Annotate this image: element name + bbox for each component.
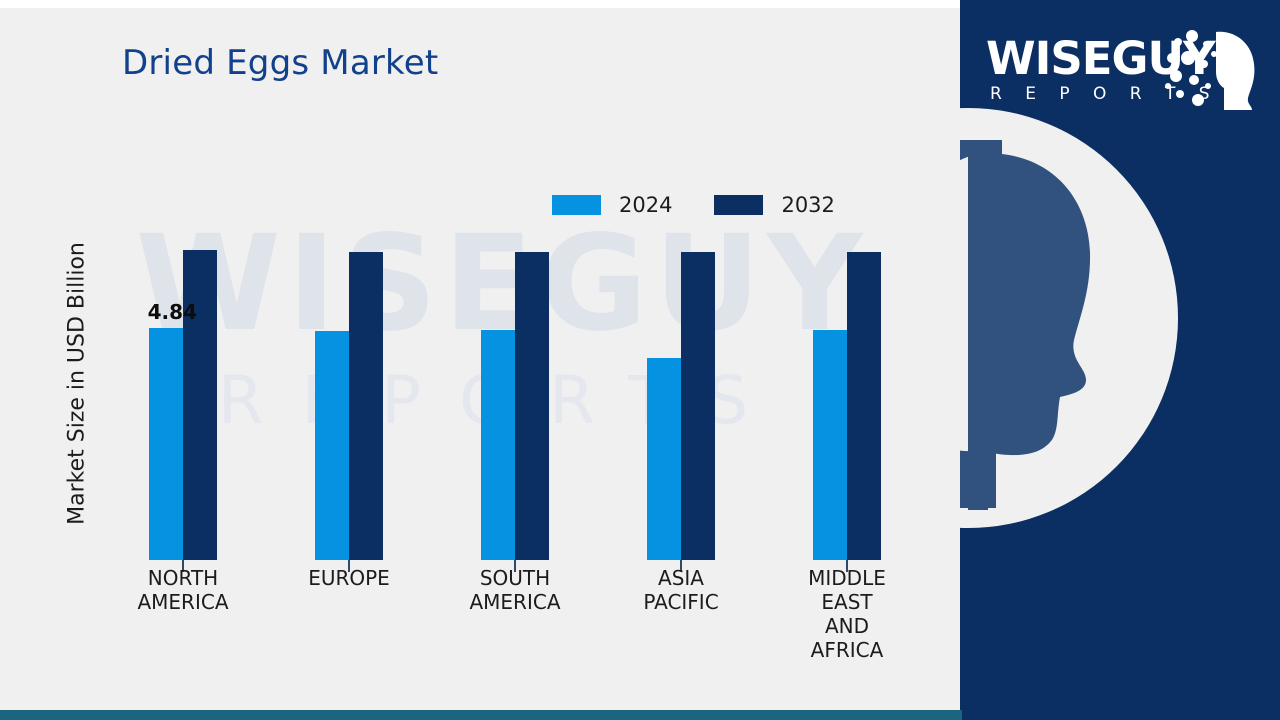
bar-2032[interactable] bbox=[349, 252, 383, 560]
legend-item-2024[interactable]: 2024 bbox=[552, 193, 672, 217]
bar-group bbox=[432, 240, 598, 572]
axis-tick bbox=[514, 560, 516, 572]
bottom-teal-strip bbox=[0, 710, 962, 720]
x-axis-label: ASIA PACIFIC bbox=[598, 566, 764, 662]
x-axis-label: MIDDLE EAST AND AFRICA bbox=[764, 566, 930, 662]
axis-tick bbox=[182, 560, 184, 572]
panel-dot-pattern-icon bbox=[960, 150, 1060, 490]
bar-2032[interactable] bbox=[847, 252, 881, 560]
bar-pair bbox=[315, 240, 383, 560]
bar-pair bbox=[481, 240, 549, 560]
page-title: Dried Eggs Market bbox=[122, 43, 439, 83]
x-axis-label-line: SOUTH bbox=[479, 566, 551, 590]
bar-group: 4.84 bbox=[100, 240, 266, 572]
bar-2024[interactable] bbox=[481, 330, 515, 560]
bar-2032[interactable] bbox=[515, 252, 549, 560]
chart-legend: 2024 2032 bbox=[552, 193, 835, 217]
bar-2024[interactable] bbox=[813, 330, 847, 560]
bar-value-label: 4.84 bbox=[147, 300, 197, 324]
bar-pair bbox=[647, 240, 715, 560]
legend-swatch-2024 bbox=[552, 195, 601, 215]
bar-group bbox=[598, 240, 764, 572]
x-axis-label-line: AMERICA bbox=[469, 590, 561, 614]
bar-2024[interactable] bbox=[149, 328, 183, 560]
x-axis-label-line: AFRICA bbox=[810, 638, 884, 662]
bar-groups: 4.84 bbox=[100, 240, 930, 572]
legend-label-2032: 2032 bbox=[781, 193, 835, 217]
bar-group bbox=[266, 240, 432, 572]
x-axis-label: EUROPE bbox=[266, 566, 432, 662]
bar-pair bbox=[813, 240, 881, 560]
bar-2032[interactable] bbox=[183, 250, 217, 560]
bar-2024[interactable] bbox=[315, 331, 349, 560]
legend-swatch-2032 bbox=[714, 195, 764, 215]
x-axis-label-line: AMERICA bbox=[137, 590, 229, 614]
top-white-strip bbox=[0, 0, 962, 8]
bar-group bbox=[764, 240, 930, 572]
legend-item-2032[interactable]: 2032 bbox=[714, 193, 835, 217]
plot-area: 4.84 bbox=[100, 240, 930, 572]
brand-logo[interactable]: WISEGUY R E P O R T S bbox=[986, 30, 1258, 114]
x-axis-label-line: EUROPE bbox=[308, 566, 390, 590]
axis-tick bbox=[846, 560, 848, 572]
x-axis-label-line: EAST bbox=[821, 590, 873, 614]
logo-subtitle: R E P O R T S bbox=[990, 84, 1219, 104]
x-axis-label: NORTH AMERICA bbox=[100, 566, 266, 662]
x-axis-label-line: MIDDLE bbox=[808, 566, 886, 590]
x-axis-label-line: PACIFIC bbox=[643, 590, 719, 614]
x-axis-label-line: AND bbox=[824, 614, 870, 638]
bar-pair bbox=[149, 240, 217, 560]
x-axis-label-line: ASIA bbox=[658, 566, 704, 590]
legend-label-2024: 2024 bbox=[619, 193, 673, 217]
panel-head-silhouette-icon bbox=[960, 140, 1091, 510]
y-axis-title: Market Size in USD Billion bbox=[64, 242, 90, 525]
x-axis-category-labels: NORTH AMERICA EUROPE SOUTH AMERICA ASIA PACIFI… bbox=[100, 566, 930, 662]
x-axis-label: SOUTH AMERICA bbox=[432, 566, 598, 662]
x-axis-label-line: NORTH bbox=[147, 566, 219, 590]
bar-2032[interactable] bbox=[681, 252, 715, 560]
axis-tick bbox=[348, 560, 350, 572]
bar-2024[interactable] bbox=[647, 358, 681, 560]
logo-head-dots-icon bbox=[1165, 30, 1255, 111]
axis-tick bbox=[680, 560, 682, 572]
brand-panel bbox=[960, 0, 1280, 720]
